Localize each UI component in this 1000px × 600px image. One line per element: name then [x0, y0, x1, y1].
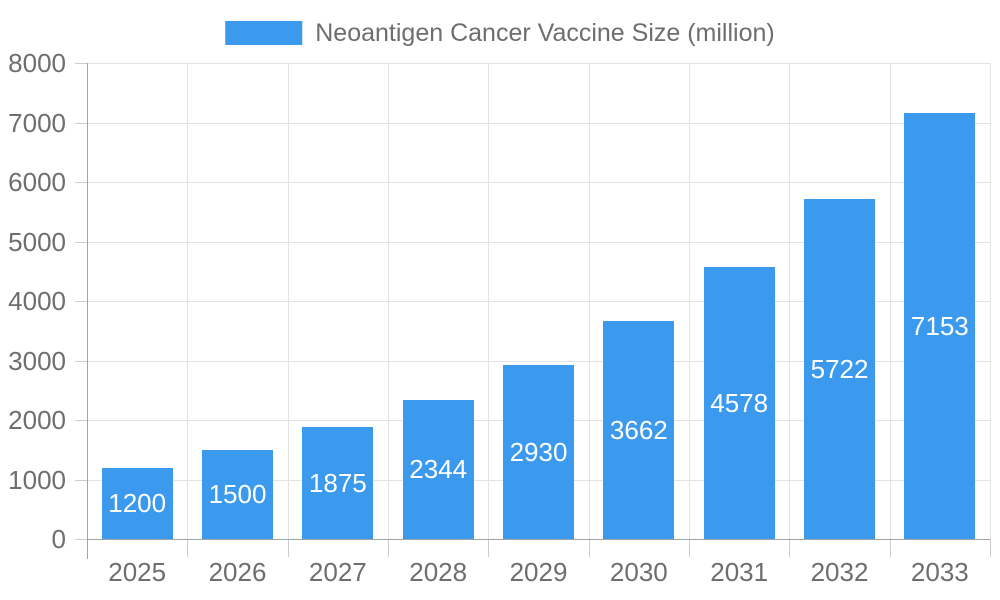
legend-label: Neoantigen Cancer Vaccine Size (million) — [315, 19, 775, 47]
y-axis-tick — [75, 360, 87, 362]
x-axis-tick — [689, 539, 690, 557]
plot-area: 0 1000 2000 3000 4000 5000 6000 7000 8000 1200 202… — [8, 48, 991, 587]
y-axis-label: 1000 — [8, 464, 66, 495]
bar-2028[interactable]: 2344 — [402, 399, 474, 539]
y-axis-label: 0 — [51, 524, 66, 554]
bar-value-label: 2344 — [409, 454, 468, 485]
bar-2027[interactable]: 1875 — [302, 427, 374, 539]
x-axis-tick — [287, 539, 289, 557]
bar-value-label: 7153 — [910, 311, 969, 342]
legend-item[interactable]: Neoantigen Cancer Vaccine Size (million) — [225, 19, 775, 47]
y-axis-tick — [75, 539, 87, 540]
y-axis-tick — [75, 241, 87, 243]
bar-2026[interactable]: 1500 — [202, 449, 273, 539]
y-axis-label: 8000 — [8, 48, 66, 78]
y-axis-tick — [75, 182, 87, 183]
bar-2030[interactable]: 3662 — [603, 321, 675, 539]
x-axis-line — [87, 539, 990, 540]
x-axis-tick — [889, 539, 891, 557]
v-gridline — [889, 63, 891, 539]
y-axis-tick — [75, 301, 87, 302]
h-gridline — [87, 301, 990, 302]
x-axis-tick — [187, 539, 189, 557]
bar-2025[interactable]: 1200 — [101, 467, 173, 539]
y-axis-tick — [75, 420, 87, 421]
y-axis-label: 3000 — [8, 345, 66, 376]
bar-value-label: 2930 — [509, 436, 568, 467]
legend-swatch — [225, 21, 303, 45]
x-axis-label-2025: 2025 — [108, 557, 167, 587]
x-axis-label-2028: 2028 — [409, 557, 468, 587]
bar-2032[interactable]: 5722 — [804, 198, 875, 539]
y-axis-tick — [75, 122, 87, 124]
x-axis-label-2032: 2032 — [810, 557, 869, 587]
y-axis-label: 6000 — [8, 167, 66, 197]
v-gridline — [388, 63, 389, 539]
x-axis-label-2033: 2033 — [910, 557, 969, 587]
y-axis-label: 5000 — [8, 226, 66, 257]
x-axis-label-2030: 2030 — [609, 557, 668, 587]
h-gridline — [87, 63, 990, 64]
x-axis-label-2031: 2031 — [710, 557, 769, 587]
v-gridline — [287, 63, 289, 539]
h-gridline — [87, 182, 990, 183]
v-gridline — [488, 63, 490, 539]
h-gridline — [87, 122, 990, 124]
y-axis-label: 2000 — [8, 405, 66, 435]
x-axis-label-2026: 2026 — [208, 557, 267, 587]
bar-value-label: 3662 — [609, 415, 668, 446]
y-axis-label: 4000 — [8, 286, 66, 316]
v-gridline — [789, 63, 791, 539]
bar-value-label: 1500 — [208, 479, 267, 510]
x-axis-label-2029: 2029 — [509, 557, 568, 587]
bar-value-label: 4578 — [710, 387, 769, 418]
h-gridline — [87, 360, 990, 362]
v-gridline — [588, 63, 590, 539]
x-axis-tick — [990, 539, 991, 557]
y-axis-tick — [75, 479, 87, 481]
bar-2033[interactable]: 7153 — [904, 113, 976, 539]
x-axis-tick — [488, 539, 490, 557]
bar-value-label: 1875 — [308, 468, 367, 499]
v-gridline — [187, 63, 189, 539]
x-axis-label-2027: 2027 — [308, 557, 367, 587]
bar-2029[interactable]: 2930 — [503, 364, 574, 539]
y-axis-line — [87, 63, 88, 559]
x-axis-tick — [789, 539, 791, 557]
bar-2031[interactable]: 4578 — [703, 266, 775, 539]
v-gridline — [689, 63, 690, 539]
bar-value-label: 5722 — [810, 353, 869, 384]
h-gridline — [87, 241, 990, 243]
x-axis-tick — [588, 539, 590, 557]
bar-value-label: 1200 — [108, 488, 167, 519]
x-axis-tick — [388, 539, 389, 557]
v-gridline — [990, 63, 991, 539]
y-axis-tick — [75, 63, 87, 64]
y-axis-label: 7000 — [8, 107, 66, 138]
